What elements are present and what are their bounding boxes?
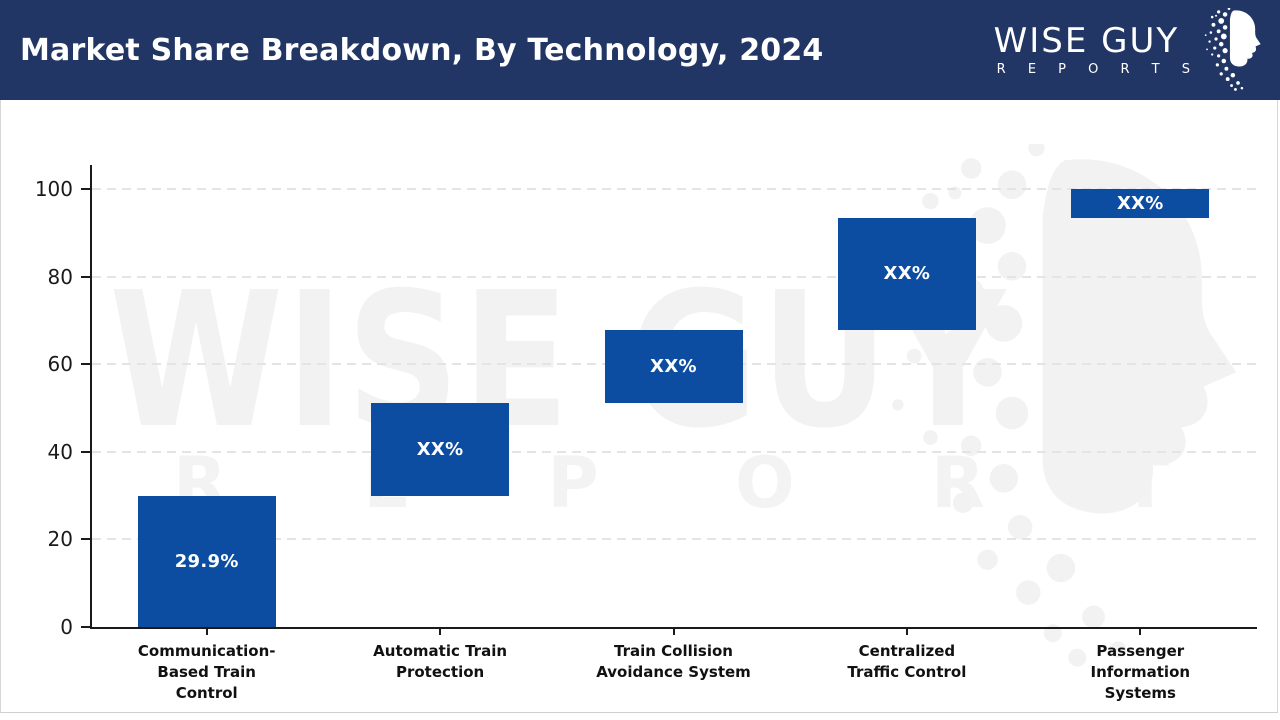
y-axis-tick [81, 363, 90, 366]
brand-logo: WISE GUY R E P O R T S [994, 8, 1266, 92]
gridline [92, 188, 1257, 191]
gridline [92, 275, 1257, 278]
chart-title: Market Share Breakdown, By Technology, 2… [20, 32, 824, 68]
logo-subtext: R E P O R T S [996, 61, 1199, 77]
brand-logo-text: WISE GUY R E P O R T S [994, 24, 1199, 77]
y-axis-tick-label: 80 [47, 264, 73, 289]
bar-value-label: XX% [416, 438, 464, 460]
plot-area: 0 20 40 60 80 100 29.9% Communication- Based Tr… [35, 165, 1257, 702]
y-axis-tick-label: 20 [47, 527, 73, 552]
x-axis-tick [672, 627, 675, 635]
y-axis-tick-label: 40 [47, 439, 73, 464]
category-label: Communication- Based Train Control [137, 642, 276, 702]
bar: XX% [604, 329, 743, 403]
bar: XX% [837, 217, 976, 330]
y-axis-tick [81, 275, 90, 278]
chart-card: WISE GUY R E P O R T S 02040608010029.9%… [0, 100, 1278, 713]
y-axis-tick [81, 188, 90, 191]
y-axis-line [90, 165, 92, 627]
x-axis-tick [439, 627, 442, 635]
y-axis-tick [81, 626, 90, 628]
header-bar: Market Share Breakdown, By Technology, 2… [0, 0, 1280, 100]
gridline [92, 450, 1257, 453]
logo-face-icon [1204, 8, 1261, 91]
bar-value-label: XX% [1116, 192, 1164, 214]
y-axis-tick [81, 538, 90, 541]
bar-value-label: XX% [650, 355, 697, 377]
x-axis-tick [1139, 627, 1142, 635]
bar-value-label: 29.9% [174, 551, 239, 573]
y-axis-tick-label: 0 [60, 615, 73, 639]
y-axis-tick-label: 60 [47, 352, 73, 377]
bar: XX% [371, 402, 510, 497]
x-axis-tick [205, 627, 208, 635]
bar: 29.9% [137, 496, 276, 627]
category-label: Passenger Information Systems [1090, 642, 1191, 702]
y-axis-tick [81, 450, 90, 453]
x-axis-tick [905, 627, 908, 635]
gridline [92, 538, 1257, 541]
bar-value-label: XX% [883, 263, 931, 285]
category-label: Train Collision Avoidance System [596, 642, 751, 681]
category-label: Automatic Train Protection [373, 642, 508, 681]
logo-wordmark: WISE GUY [993, 20, 1180, 61]
y-axis-tick-label: 100 [34, 177, 73, 202]
category-label: Centralized Traffic Control [847, 642, 967, 681]
bar: XX% [1071, 189, 1210, 218]
